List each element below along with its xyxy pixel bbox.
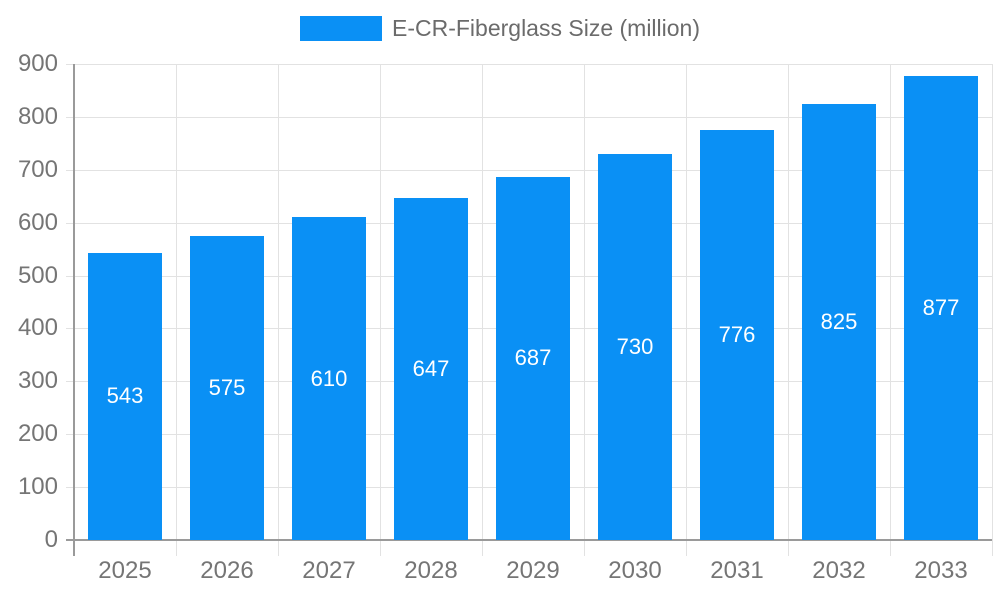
gridline-vertical xyxy=(380,64,381,556)
x-axis-tick-label: 2033 xyxy=(914,557,968,584)
x-axis-tick-label: 2026 xyxy=(200,557,254,584)
y-axis-tick-label: 900 xyxy=(17,50,58,77)
legend-swatch xyxy=(300,16,382,41)
y-axis-tick-label: 100 xyxy=(17,473,58,500)
gridline-horizontal xyxy=(66,117,992,118)
legend-label: E-CR-Fiberglass Size (million) xyxy=(392,15,700,41)
bar-2032[interactable] xyxy=(802,103,876,540)
gridline-horizontal xyxy=(66,64,992,65)
x-axis-line xyxy=(66,539,992,541)
gridline-horizontal xyxy=(66,170,992,171)
gridline-vertical xyxy=(278,64,279,556)
bar-2029[interactable] xyxy=(496,176,570,540)
gridline-vertical xyxy=(482,64,483,556)
bar-2030[interactable] xyxy=(598,153,672,540)
y-axis-tick-label: 800 xyxy=(17,103,58,130)
legend-item[interactable]: E-CR-Fiberglass Size (million) xyxy=(0,16,1000,41)
gridline-vertical xyxy=(788,64,789,556)
gridline-vertical xyxy=(890,64,891,556)
gridline-vertical xyxy=(176,64,177,556)
gridline-vertical xyxy=(992,64,993,556)
y-axis-tick-label: 400 xyxy=(17,314,58,341)
x-axis-tick-label: 2030 xyxy=(608,557,662,584)
bar-2027[interactable] xyxy=(292,217,366,540)
x-axis-tick-label: 2027 xyxy=(302,557,356,584)
y-axis-line xyxy=(73,64,75,556)
bar-2025[interactable] xyxy=(88,252,162,540)
x-axis-tick-label: 2025 xyxy=(98,557,152,584)
x-axis-tick-label: 2032 xyxy=(812,557,866,584)
y-axis-tick-label: 600 xyxy=(17,209,58,236)
y-axis-tick-label: 0 xyxy=(44,526,58,553)
y-axis-tick-label: 500 xyxy=(17,262,58,289)
bar-2033[interactable] xyxy=(904,76,978,540)
y-axis-tick-label: 300 xyxy=(17,367,58,394)
gridline-vertical xyxy=(584,64,585,556)
bar-2031[interactable] xyxy=(700,129,774,540)
y-axis-tick-label: 700 xyxy=(17,156,58,183)
bar-2028[interactable] xyxy=(394,197,468,540)
x-axis-tick-label: 2031 xyxy=(710,557,764,584)
gridline-vertical xyxy=(686,64,687,556)
bar-2026[interactable] xyxy=(190,235,264,540)
x-axis-tick-label: 2029 xyxy=(506,557,560,584)
y-axis-tick-label: 200 xyxy=(17,420,58,447)
x-axis-tick-label: 2028 xyxy=(404,557,458,584)
